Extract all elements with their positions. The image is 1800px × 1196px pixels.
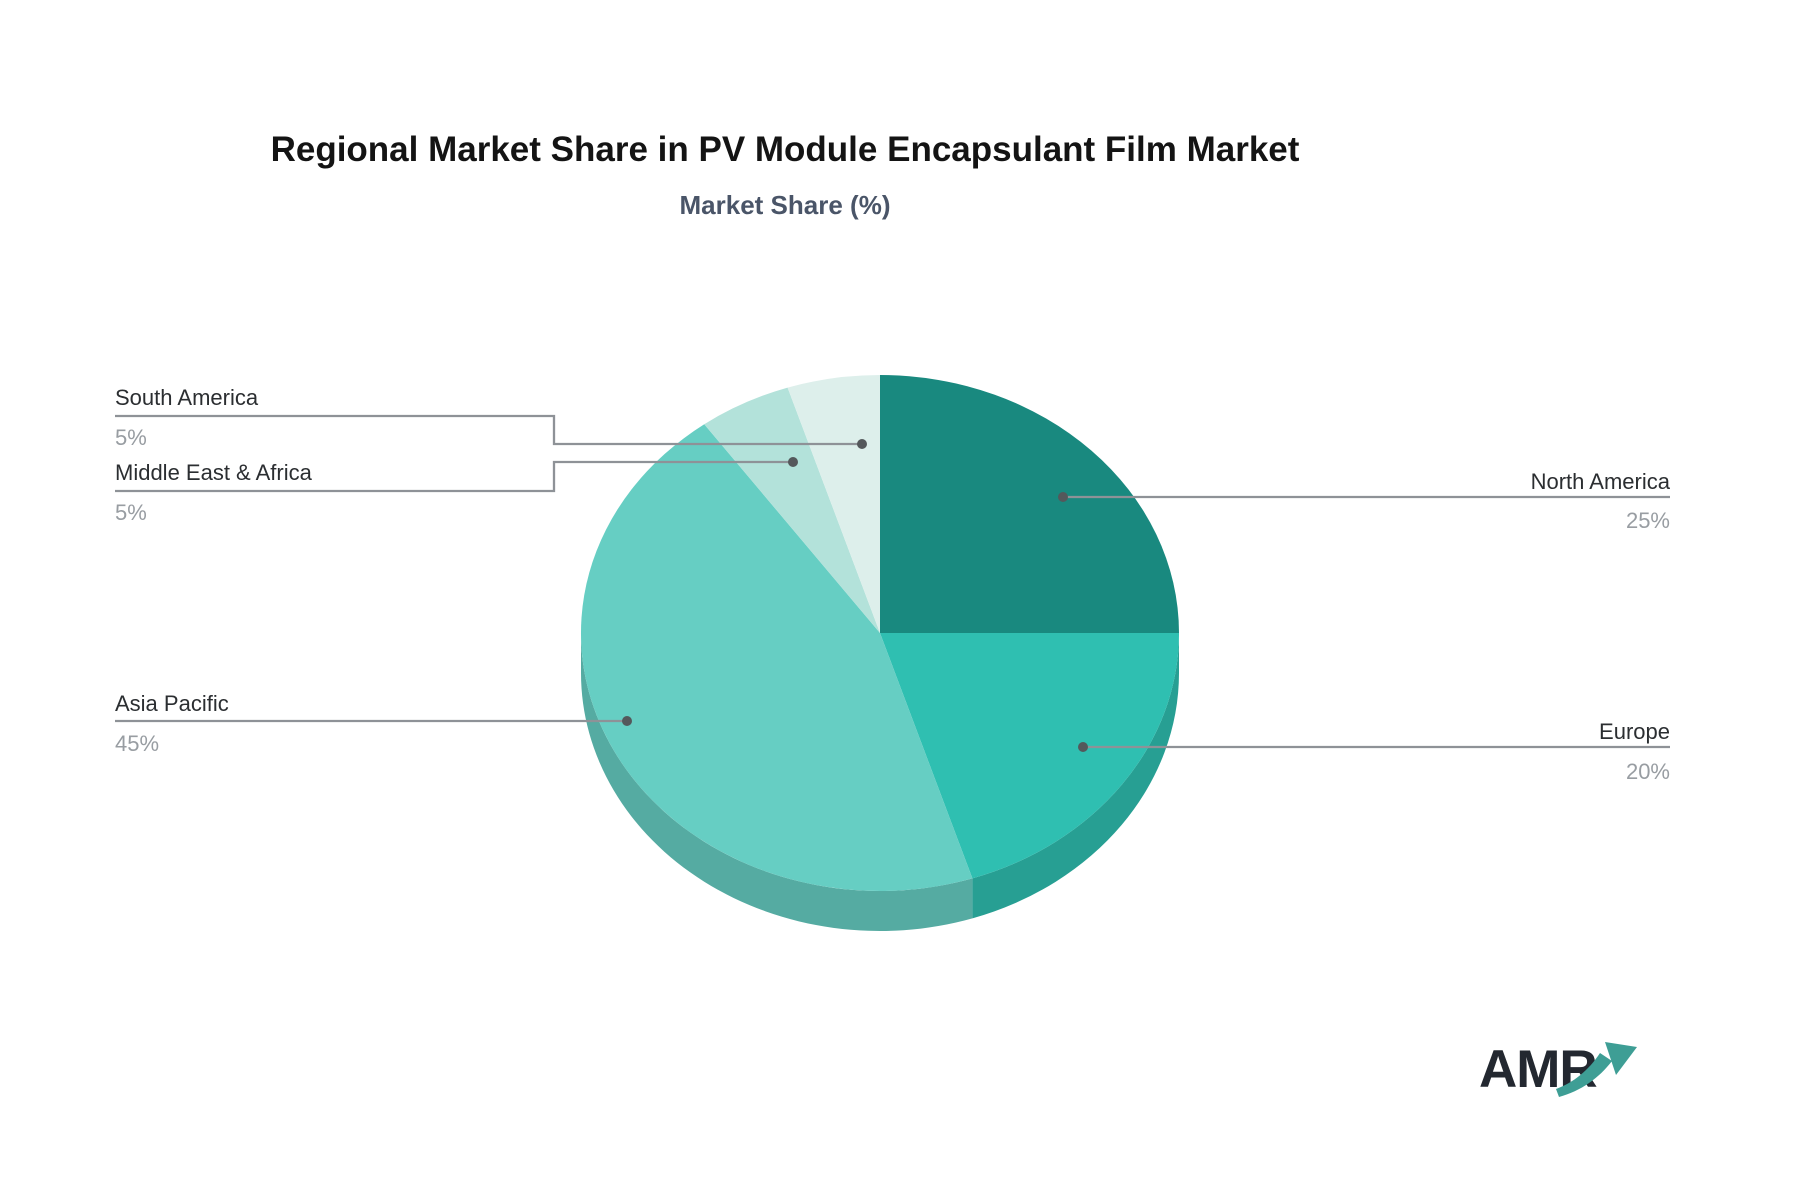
slice-label-europe: Europe (1599, 719, 1670, 744)
amr-logo: AMR (1479, 1040, 1637, 1099)
callout-dot-north-america (1058, 492, 1068, 502)
pie-slice-south-america[interactable] (787, 375, 880, 633)
callout-line-south-america (115, 414, 862, 446)
callout-dot-asia-pacific (622, 716, 632, 726)
pie-slice-side-europe (972, 633, 1179, 919)
page-title: Regional Market Share in PV Module Encap… (270, 130, 1300, 169)
slice-value-asia-pacific: 45% (115, 731, 159, 756)
page-subtitle: Market Share (%) (679, 190, 891, 220)
pie-slice-europe[interactable] (880, 633, 1179, 879)
callout-dot-south-america (857, 439, 867, 449)
pie-slice-side-asia-pacific (581, 633, 973, 931)
slice-value-south-america: 5% (115, 425, 147, 450)
callout-dot-europe (1078, 742, 1088, 752)
slice-label-middle-east-africa: Middle East & Africa (115, 460, 313, 485)
amr-logo-text: AMR (1479, 1040, 1597, 1099)
slice-label-south-america: South America (115, 385, 259, 410)
slice-label-asia-pacific: Asia Pacific (115, 691, 229, 716)
slice-label-north-america: North America (1531, 469, 1671, 494)
amr-logo-arrowhead-icon (1605, 1042, 1637, 1075)
slice-value-north-america: 25% (1626, 508, 1670, 533)
callout-line-middle-east-africa (115, 460, 793, 493)
pie-slice-north-america[interactable] (880, 375, 1179, 633)
pie-slice-middle-east-africa[interactable] (704, 387, 880, 633)
pie-slice-asia-pacific[interactable] (580, 424, 973, 892)
slice-value-middle-east-africa: 5% (115, 500, 147, 525)
amr-logo-arrow-swoosh (1556, 1053, 1612, 1097)
callout-dot-middle-east-africa (788, 457, 798, 467)
slice-value-europe: 20% (1626, 759, 1670, 784)
